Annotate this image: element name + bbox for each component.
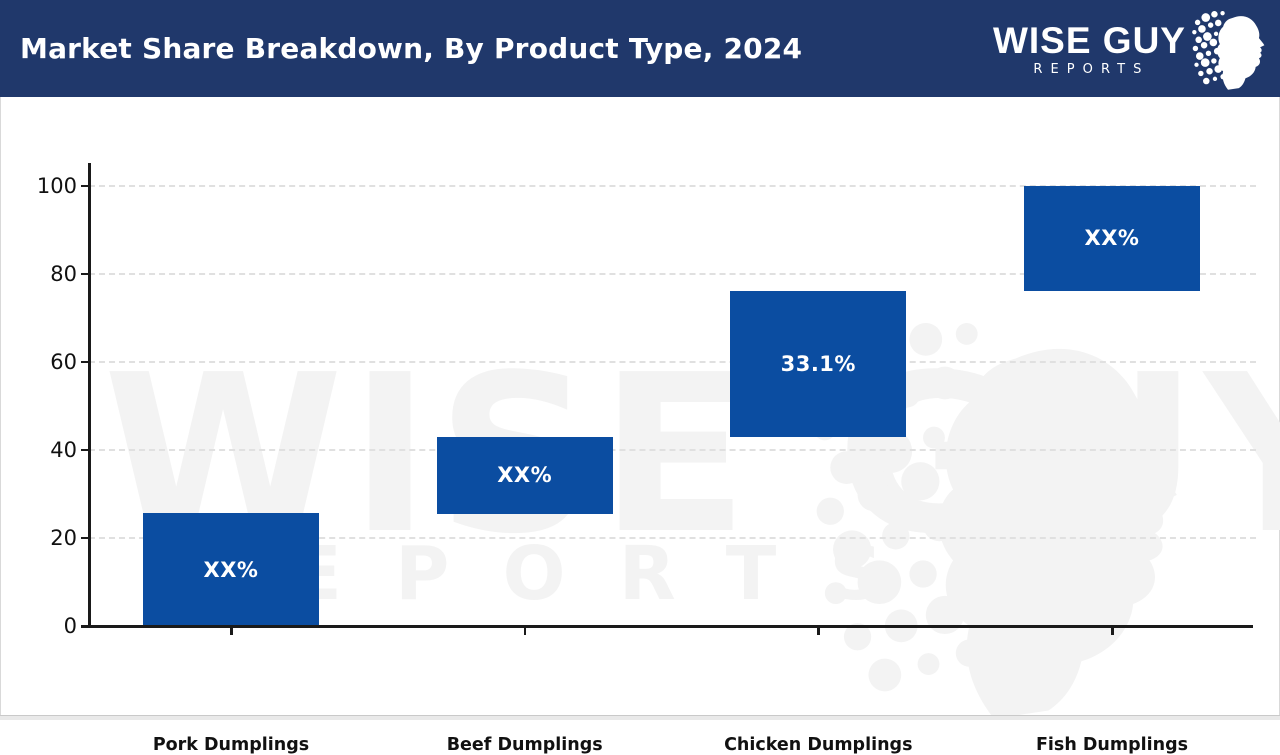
y-tick-label-40: 40 xyxy=(50,437,77,462)
y-tick-label-100: 100 xyxy=(36,173,77,198)
dotted-head-logo-icon xyxy=(1192,10,1265,90)
y-tick-label-20: 20 xyxy=(50,525,77,550)
x-axis-tick-1 xyxy=(523,627,527,635)
y-axis-tick-60 xyxy=(81,360,89,364)
chart-title: Market Share Breakdown, By Product Type,… xyxy=(20,32,803,65)
y-tick-label-60: 60 xyxy=(50,349,77,374)
gridline-40 xyxy=(89,448,1256,451)
gridline-100 xyxy=(89,184,1256,187)
footer-strip xyxy=(0,715,1280,720)
bar-chicken-dumplings: 33.1% xyxy=(730,290,907,437)
y-axis-tick-0 xyxy=(81,625,89,628)
y-axis-tick-100 xyxy=(81,184,89,187)
brand-logo: WISE GUY REPORTS xyxy=(993,8,1266,90)
x-axis-tick-3 xyxy=(1111,627,1114,635)
gridline-60 xyxy=(89,360,1256,363)
brand-logo-text: WISE GUY REPORTS xyxy=(993,22,1186,76)
bar-fish-dumplings: XX% xyxy=(1024,185,1200,291)
bar-beef-dumplings: XX% xyxy=(436,436,613,514)
gridline-20 xyxy=(89,536,1256,539)
brand-name: WISE GUY xyxy=(992,19,1186,61)
category-label-0: Pork Dumplings xyxy=(152,735,310,755)
x-axis-tick-2 xyxy=(817,627,820,635)
chart-area: WISE GUY REPORTS 0 20 40 60 80 100 XX% Pork Dum… xyxy=(0,97,1280,755)
brand-subtitle: REPORTS xyxy=(1033,61,1150,77)
y-axis-tick-40 xyxy=(81,448,89,452)
bar-value-label: XX% xyxy=(497,463,553,488)
x-axis-tick-0 xyxy=(230,627,233,635)
category-label-2: Chicken Dumplings xyxy=(724,735,913,755)
y-tick-label-0: 0 xyxy=(63,614,77,638)
bar-pork-dumplings: XX% xyxy=(143,513,319,626)
gridline-80 xyxy=(89,272,1256,275)
bar-value-label: 33.1% xyxy=(780,351,856,376)
category-label-3: Fish Dumplings xyxy=(1035,735,1189,755)
y-axis-line xyxy=(88,163,91,627)
y-axis-tick-80 xyxy=(81,272,89,276)
bar-value-label: XX% xyxy=(203,557,259,582)
header: Market Share Breakdown, By Product Type,… xyxy=(0,0,1280,97)
category-label-1: Beef Dumplings xyxy=(446,735,603,755)
y-tick-label-80: 80 xyxy=(50,261,77,286)
bar-value-label: XX% xyxy=(1084,226,1140,251)
y-axis-tick-20 xyxy=(81,536,89,540)
x-axis-line xyxy=(85,625,1253,628)
